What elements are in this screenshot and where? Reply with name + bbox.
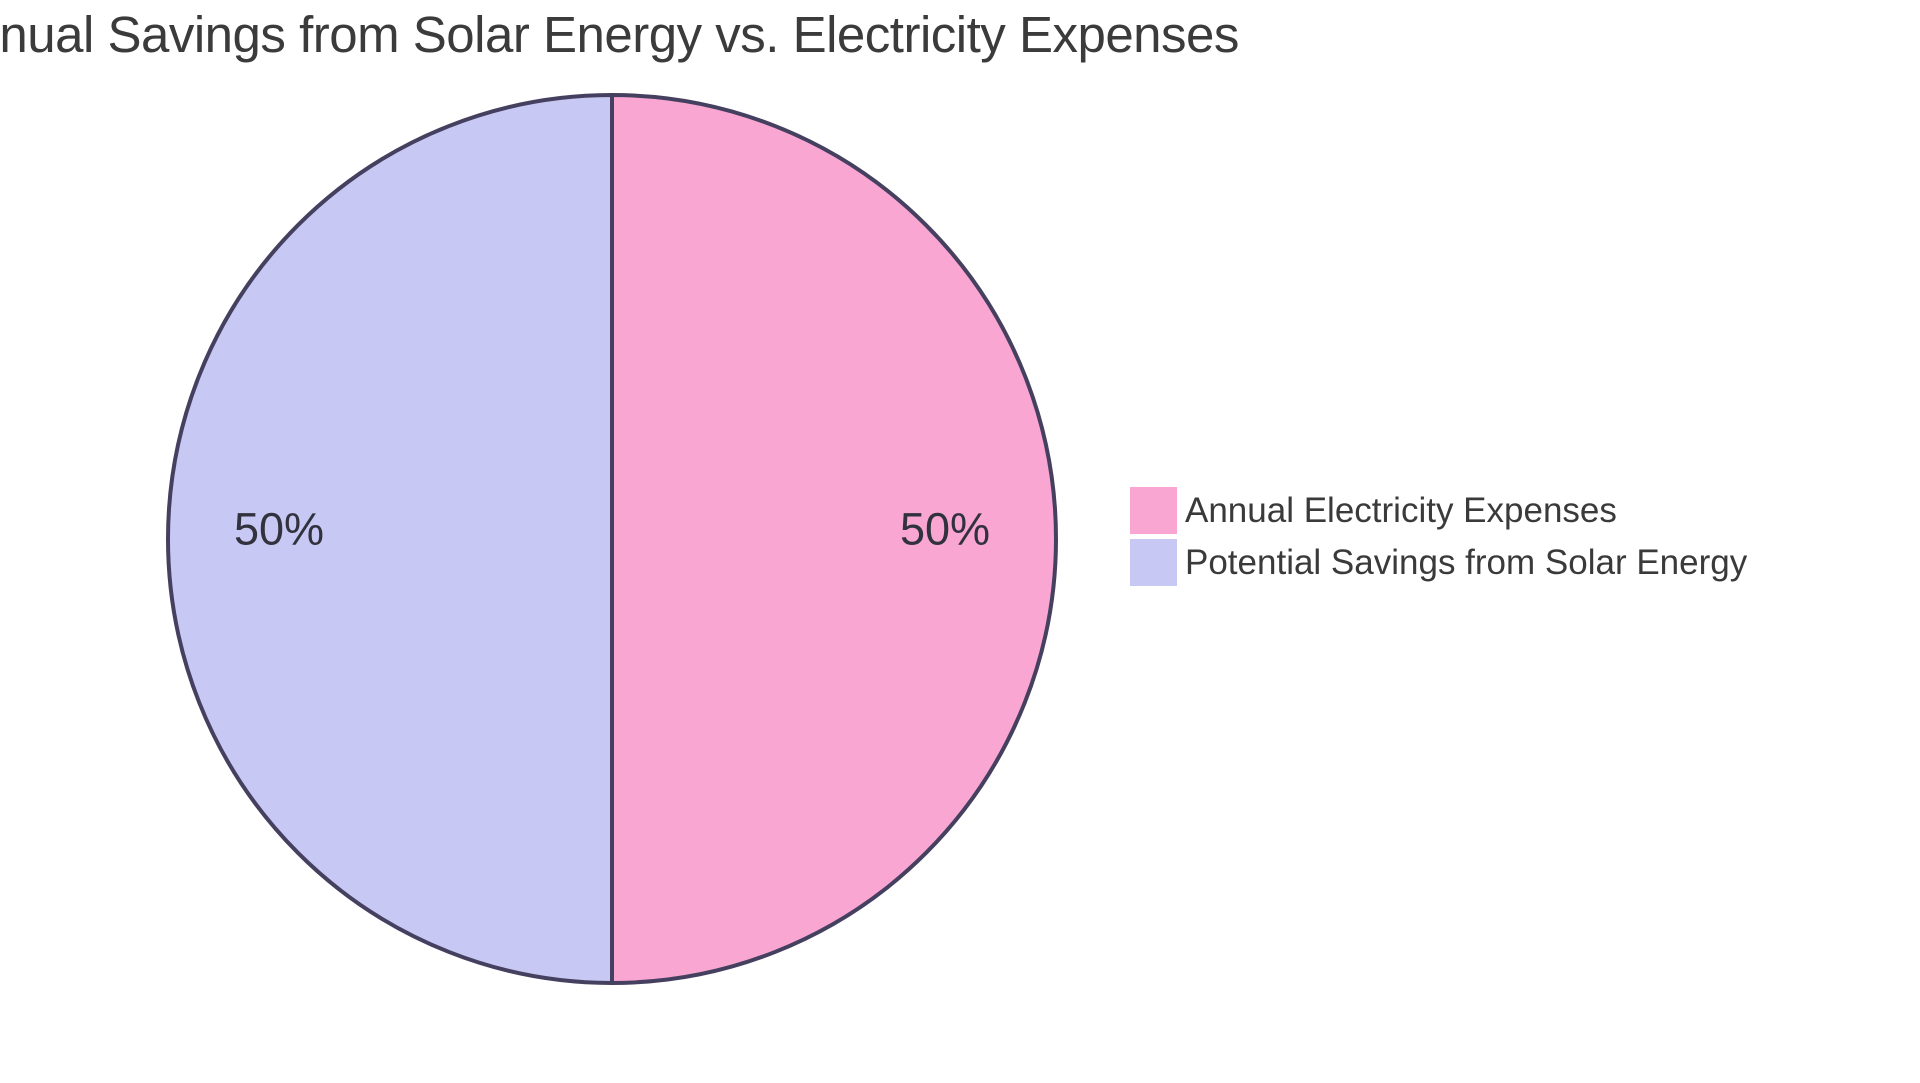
legend-item-annual-electricity-expenses[interactable]: Annual Electricity Expenses xyxy=(1130,487,1747,534)
pie-slice-annual-electricity-expenses[interactable] xyxy=(610,93,1058,985)
pie-slice-value-label: 50% xyxy=(234,504,324,555)
legend: Annual Electricity Expenses Potential Sa… xyxy=(1130,487,1747,586)
pie-slice-value-label: 50% xyxy=(900,504,990,555)
pie-slice-potential-savings-from-solar-energy[interactable] xyxy=(166,93,614,985)
legend-label: Annual Electricity Expenses xyxy=(1185,491,1617,530)
legend-swatch-icon xyxy=(1130,487,1177,534)
legend-label: Potential Savings from Solar Energy xyxy=(1185,543,1748,582)
legend-swatch-icon xyxy=(1130,539,1177,586)
legend-item-potential-savings-from-solar-energy[interactable]: Potential Savings from Solar Energy xyxy=(1130,539,1747,586)
chart-title: Annual Savings from Solar Energy vs. Ele… xyxy=(0,6,1239,63)
